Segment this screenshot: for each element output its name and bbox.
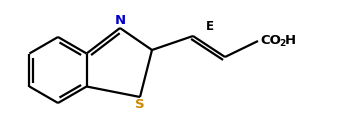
Text: 2: 2: [279, 39, 285, 48]
Text: H: H: [285, 33, 296, 47]
Text: CO: CO: [260, 33, 281, 47]
Text: E: E: [206, 19, 214, 33]
Text: S: S: [135, 98, 145, 111]
Text: N: N: [114, 14, 126, 27]
